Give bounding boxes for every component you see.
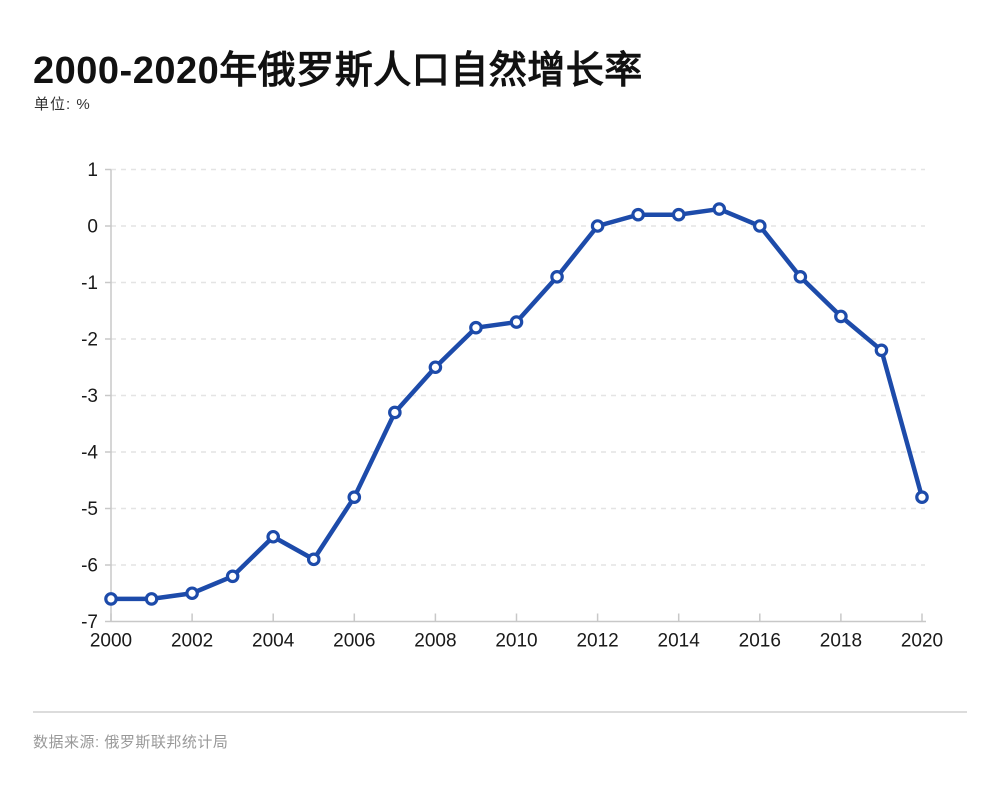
data-point-2015 — [712, 202, 727, 216]
x-tick-label: 2020 — [901, 631, 943, 652]
y-tick-label: -4 — [81, 443, 98, 464]
data-point-2010 — [509, 315, 524, 329]
x-tick-label: 2000 — [90, 631, 132, 652]
data-point-2004 — [266, 529, 280, 544]
x-tick-label: 2002 — [171, 631, 213, 652]
y-tick-label: -2 — [81, 330, 98, 351]
y-tick-label: -7 — [81, 612, 98, 633]
data-point-2001 — [144, 592, 159, 606]
footer-divider — [33, 711, 967, 713]
x-tick-label: 2006 — [333, 631, 375, 652]
x-tick-label: 2004 — [252, 631, 295, 652]
y-tick-label: -5 — [81, 499, 98, 520]
x-tick-label: 2016 — [739, 631, 781, 652]
data-point-2007 — [388, 405, 402, 420]
x-tick-label: 2018 — [820, 631, 862, 652]
data-point-2008 — [428, 360, 443, 375]
y-tick-label: -3 — [81, 386, 98, 407]
unit-label: 单位: % — [34, 96, 91, 113]
data-point-2017 — [793, 270, 808, 284]
y-tick-label: 0 — [87, 217, 98, 238]
chart-area: 1 0 -1 -2 -3 -4 -5 -6 -7 2000 2002 2004 2006 2008 2010… — [0, 130, 1000, 670]
data-point-2000 — [104, 592, 118, 606]
data-source: 数据来源: 俄罗斯联邦统计局 — [33, 734, 229, 751]
data-point-2013 — [631, 207, 645, 222]
y-tick-label: -1 — [81, 273, 98, 294]
x-tick-label: 2008 — [414, 631, 456, 652]
series-line — [108, 206, 925, 602]
data-point-2012 — [590, 219, 605, 233]
x-tick-label: 2014 — [658, 631, 701, 652]
data-point-2003 — [225, 569, 240, 584]
data-point-2005 — [306, 552, 321, 567]
data-point-2014 — [671, 207, 686, 222]
data-point-2016 — [752, 219, 767, 233]
y-tick-label: 1 — [87, 160, 98, 181]
data-point-2020 — [915, 490, 929, 504]
y-tick-label: -6 — [81, 556, 98, 577]
data-point-2009 — [469, 320, 483, 335]
data-point-2018 — [834, 309, 848, 324]
x-tick-label: 2010 — [495, 631, 537, 652]
data-point-2011 — [550, 270, 564, 284]
data-point-2002 — [185, 586, 199, 601]
page-title: 2000-2020年俄罗斯人口自然增长率 — [33, 50, 643, 93]
data-point-2019 — [874, 343, 889, 358]
data-point-2006 — [347, 490, 362, 504]
x-tick-label: 2012 — [576, 631, 618, 652]
